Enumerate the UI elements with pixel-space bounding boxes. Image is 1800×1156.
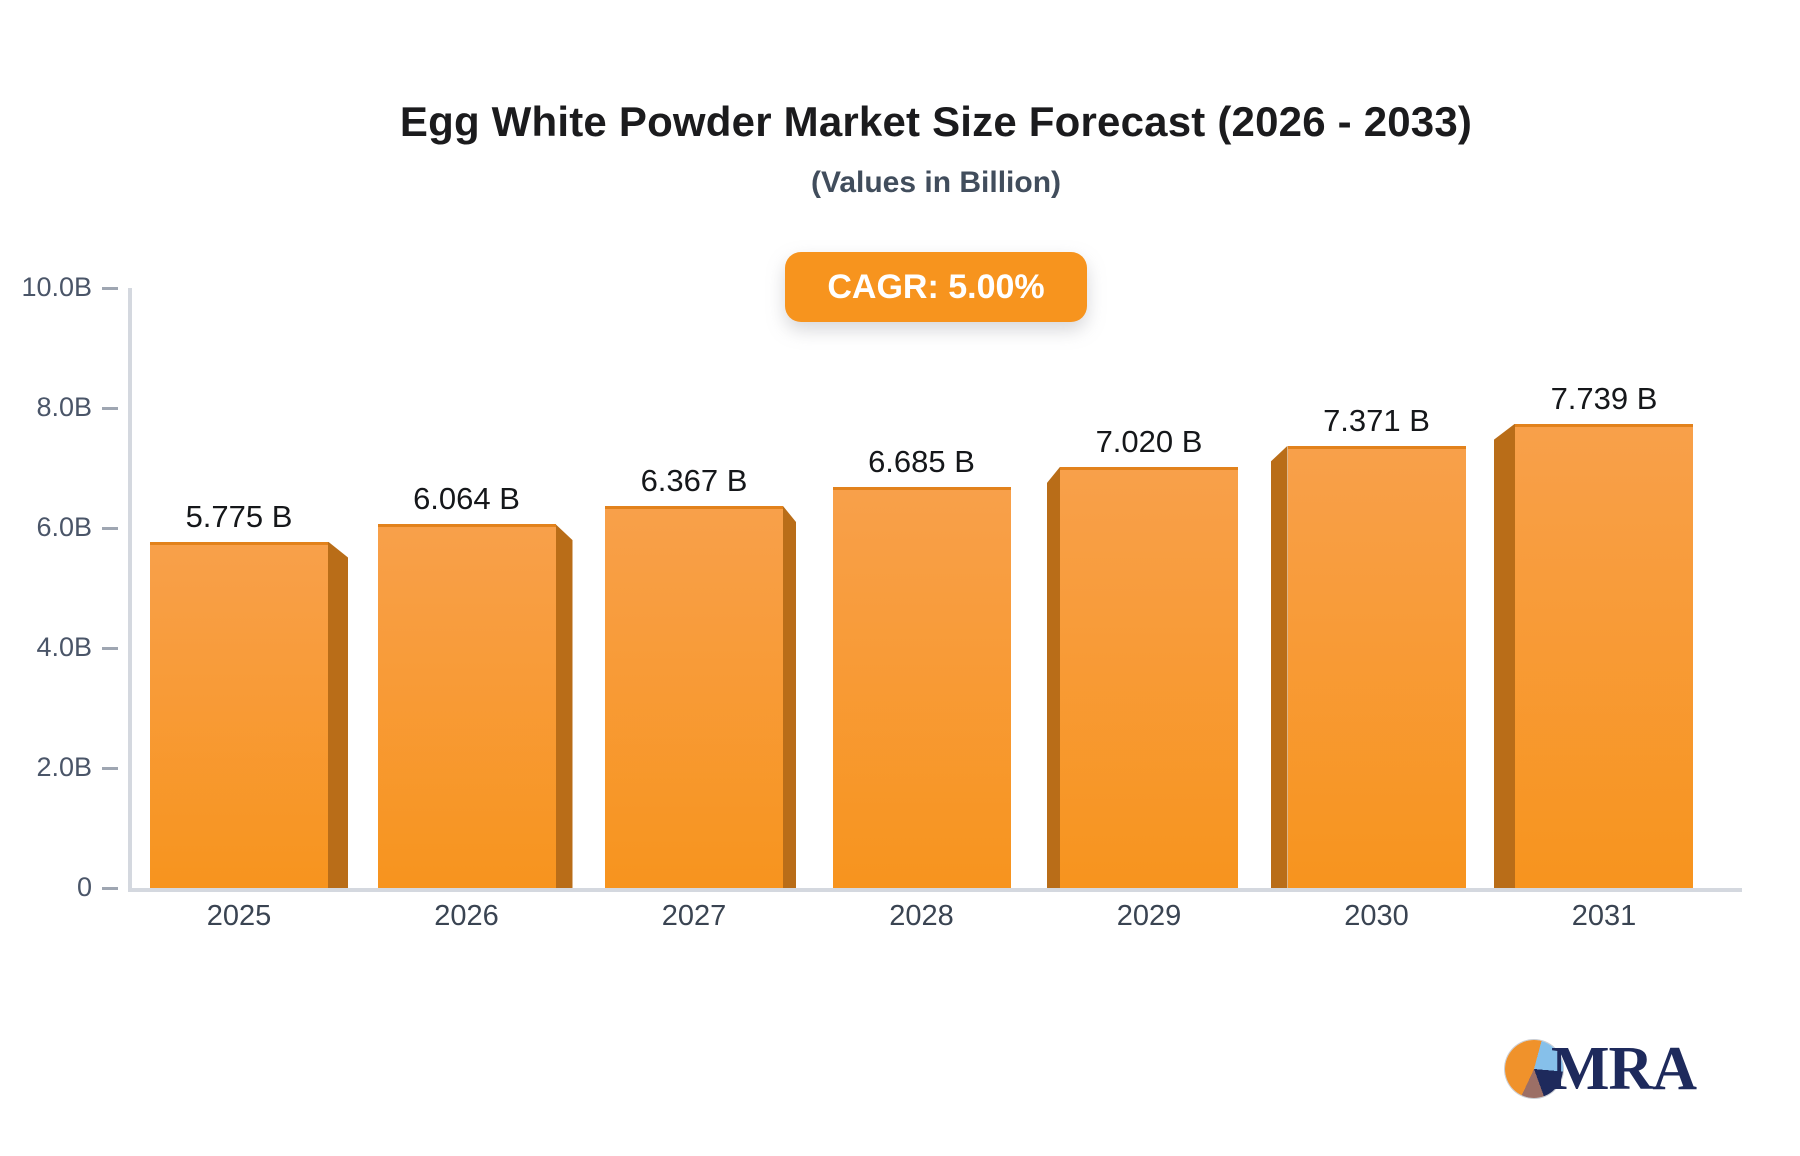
y-tick-label: 4.0B: [36, 632, 92, 662]
y-tick-dash: [102, 406, 118, 410]
x-axis-line: [128, 888, 1742, 892]
x-tick-label: 2030: [1344, 900, 1409, 932]
x-tick-label: 2025: [206, 900, 272, 932]
y-tick-label: 0: [76, 872, 92, 902]
x-tick-label: 2027: [661, 900, 727, 932]
bar-value-label: 7.371 B: [1323, 402, 1430, 438]
bar-2027: [605, 505, 783, 888]
y-axis-line: [128, 288, 132, 892]
x-tick-label: 2031: [1571, 900, 1637, 932]
x-tick-label: 2029: [1116, 900, 1182, 932]
chart-subtitle: (Values in Billion): [810, 166, 1062, 199]
bar-3d-side-2029: [1047, 466, 1060, 888]
badge-row: CAGR: 5.00%: [130, 252, 1742, 322]
bar-3d-side-2027: [783, 505, 796, 888]
bar-2025: [150, 541, 328, 888]
plot-area: 0 2.0B 4.0B 6.0B 8.0B 10.0B 5.775 B 2025 6.064 B…: [21, 274, 1742, 931]
x-tick-label: 2028: [889, 900, 954, 932]
bar-3d-side-2030: [1270, 445, 1288, 888]
y-tick-label: 8.0B: [36, 392, 92, 422]
y-tick-label: 6.0B: [36, 512, 92, 542]
bar-3d-side-2031: [1494, 423, 1515, 888]
bar-value-label: 7.739 B: [1550, 380, 1658, 416]
bar-value-label: 5.775 B: [185, 498, 293, 534]
bar-2026: [377, 524, 556, 888]
y-tick-dash: [102, 646, 118, 650]
x-tick-label: 2026: [434, 900, 499, 932]
bar-2031: [1515, 423, 1693, 888]
cagr-badge: CAGR: 5.00%: [785, 252, 1087, 322]
y-tick-label: 10.0B: [21, 272, 92, 302]
y-tick-dash: [102, 886, 118, 890]
bar-value-label: 6.064 B: [413, 481, 520, 517]
y-tick-label: 2.0B: [36, 752, 92, 782]
bar-value-label: 6.685 B: [868, 443, 975, 479]
bar-3d-side-2025: [328, 541, 348, 888]
chart-title: Egg White Powder Market Size Forecast (2…: [399, 98, 1473, 145]
brand-logo: MRA: [1505, 1035, 1697, 1103]
logo-text: MRA: [1551, 1035, 1697, 1103]
pie-chart-logo-icon: [1505, 1040, 1563, 1098]
bar-value-label: 6.367 B: [640, 462, 748, 498]
bar-2028: [832, 486, 1011, 888]
y-tick-dash: [102, 286, 118, 290]
bar-2029: [1060, 466, 1238, 888]
bar-3d-side-2026: [555, 524, 573, 888]
y-tick-dash: [102, 766, 118, 770]
bar-2030: [1287, 445, 1466, 888]
y-tick-dash: [102, 526, 118, 530]
bar-value-label: 7.020 B: [1095, 423, 1203, 459]
